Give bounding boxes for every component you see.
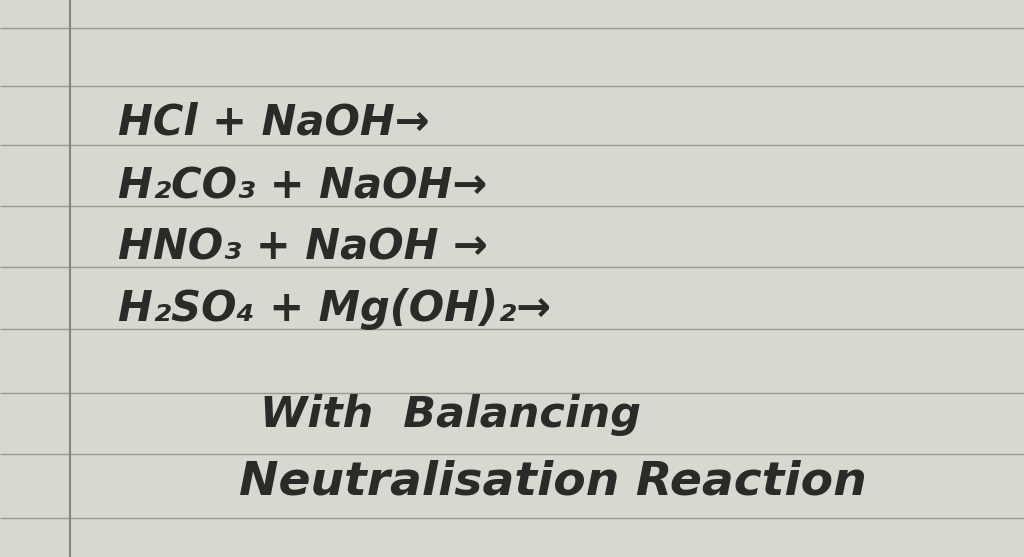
Text: HNO₃ + NaOH →: HNO₃ + NaOH → bbox=[118, 227, 487, 269]
Text: With  Balancing: With Balancing bbox=[260, 394, 641, 436]
Text: H₂CO₃ + NaOH→: H₂CO₃ + NaOH→ bbox=[118, 165, 487, 208]
Text: Neutralisation Reaction: Neutralisation Reaction bbox=[239, 460, 867, 504]
Text: H₂SO₄ + Mg(OH)₂→: H₂SO₄ + Mg(OH)₂→ bbox=[118, 288, 551, 330]
Text: HCl + NaOH→: HCl + NaOH→ bbox=[118, 101, 429, 144]
